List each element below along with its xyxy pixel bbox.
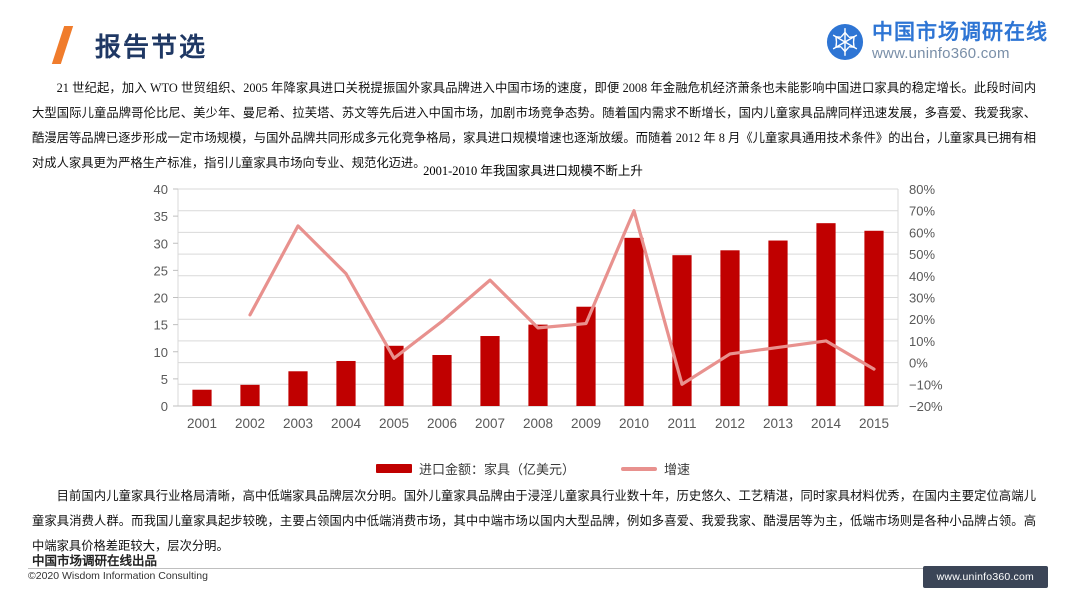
- legend-label-growth-rate: 增速: [664, 462, 691, 477]
- svg-text:2003: 2003: [283, 416, 313, 431]
- svg-text:30: 30: [154, 236, 168, 251]
- bar-2013: [768, 240, 788, 406]
- brand-logo-text: 中国市场调研在线 www.uninfo360.com: [872, 20, 1048, 62]
- bar-2009: [576, 306, 596, 406]
- svg-text:10: 10: [154, 345, 168, 360]
- legend-item-import-amount[interactable]: 进口金额：家具（亿美元）: [375, 459, 575, 478]
- svg-text:2010: 2010: [619, 416, 649, 431]
- svg-text:60%: 60%: [909, 225, 935, 240]
- svg-text:2011: 2011: [667, 416, 696, 431]
- svg-text:30%: 30%: [909, 291, 935, 306]
- svg-text:20: 20: [154, 291, 168, 306]
- svg-text:50%: 50%: [909, 247, 935, 262]
- bar-2002: [240, 384, 260, 406]
- right-axis-tick-labels: −20% −10% 0% 10% 20% 30% 40% 50% 60% 70% 80%: [909, 182, 943, 414]
- legend-label-import-amount: 进口金额：家具（亿美元）: [418, 462, 575, 477]
- page-header: 报告节选 中国市场调研在线 www.uninfo360.com: [0, 0, 1066, 72]
- bar-2001: [192, 389, 212, 406]
- footer-copyright: ©2020 Wisdom Information Consulting: [28, 570, 208, 582]
- svg-text:35: 35: [154, 209, 168, 224]
- footer-publisher: 中国市场调研在线出品: [32, 553, 158, 568]
- bar-2012: [720, 250, 740, 406]
- svg-text:0: 0: [161, 399, 168, 414]
- accent-slash-icon: [51, 26, 74, 64]
- legend-swatch-bar-icon: [375, 464, 412, 473]
- footer-divider: [28, 568, 1038, 569]
- bar-2005: [384, 345, 404, 406]
- svg-text:2007: 2007: [475, 416, 505, 431]
- chart-title: 2001-2010 年我国家具进口规模不断上升: [423, 164, 643, 178]
- svg-text:40%: 40%: [909, 269, 935, 284]
- svg-text:2008: 2008: [523, 416, 553, 431]
- svg-text:−10%: −10%: [909, 377, 943, 392]
- svg-text:2014: 2014: [811, 416, 842, 431]
- legend-item-growth-rate[interactable]: 增速: [621, 459, 690, 478]
- snowflake-logo-icon: [826, 23, 864, 60]
- bar-series-import-amount: [192, 223, 884, 406]
- left-axis-tick-labels: 0 5 10 15 20 25 30 35 40: [154, 182, 178, 414]
- svg-text:2009: 2009: [571, 416, 601, 431]
- bar-2006: [432, 355, 452, 406]
- svg-text:2001: 2001: [187, 416, 217, 431]
- svg-text:2005: 2005: [379, 416, 409, 431]
- svg-text:2006: 2006: [427, 416, 457, 431]
- svg-text:2015: 2015: [859, 416, 889, 431]
- bar-2015: [864, 230, 884, 406]
- svg-text:2004: 2004: [331, 416, 362, 431]
- line-series-growth-rate: [248, 209, 876, 386]
- svg-text:20%: 20%: [909, 312, 935, 327]
- svg-text:80%: 80%: [909, 182, 935, 197]
- bar-2010: [624, 237, 644, 406]
- svg-text:15: 15: [154, 318, 168, 333]
- chart-legend: 进口金额：家具（亿美元） 增速: [0, 459, 1066, 478]
- bar-2004: [336, 360, 356, 406]
- svg-text:70%: 70%: [909, 204, 935, 219]
- chart-canvas: 0 5 10 15 20 25 30 35 40 −20% −10% 0% 10% 20% 30% 40% 5…: [154, 182, 944, 431]
- svg-text:−20%: −20%: [909, 399, 943, 414]
- svg-text:2002: 2002: [235, 416, 265, 431]
- brand-url: www.uninfo360.com: [872, 45, 1010, 62]
- svg-text:40: 40: [154, 182, 168, 197]
- bar-2014: [816, 223, 836, 406]
- bar-2007: [480, 336, 500, 406]
- svg-text:5: 5: [161, 372, 168, 387]
- brand-name-cn: 中国市场调研在线: [872, 20, 1048, 44]
- svg-text:2013: 2013: [763, 416, 793, 431]
- bar-2003: [288, 371, 308, 406]
- footer-url-badge[interactable]: www.uninfo360.com: [922, 566, 1048, 588]
- analysis-paragraph: 目前国内儿童家具行业格局清晰，高中低端家具品牌层次分明。国外儿童家具品牌由于浸淫…: [32, 489, 1036, 553]
- svg-text:25: 25: [154, 263, 168, 278]
- bar-2008: [528, 324, 548, 406]
- page-title: 报告节选: [95, 33, 208, 63]
- import-scale-chart: 0 5 10 15 20 25 30 35 40 −20% −10% 0% 10% 20% 30% 40% 5…: [120, 176, 960, 446]
- intro-paragraph: 21 世纪起，加入 WTO 世贸组织、2005 年降家具进口关税提振国外家具品牌…: [32, 81, 1036, 170]
- svg-text:10%: 10%: [909, 334, 935, 349]
- category-axis-labels: 2001 2002 2003 2004 2005 2006 2007 2008 2009 2010…: [187, 416, 889, 431]
- legend-swatch-line-icon: [621, 466, 657, 471]
- brand-logo: 中国市场调研在线 www.uninfo360.com: [826, 22, 1048, 61]
- svg-text:0%: 0%: [909, 356, 928, 371]
- svg-text:2012: 2012: [715, 416, 745, 431]
